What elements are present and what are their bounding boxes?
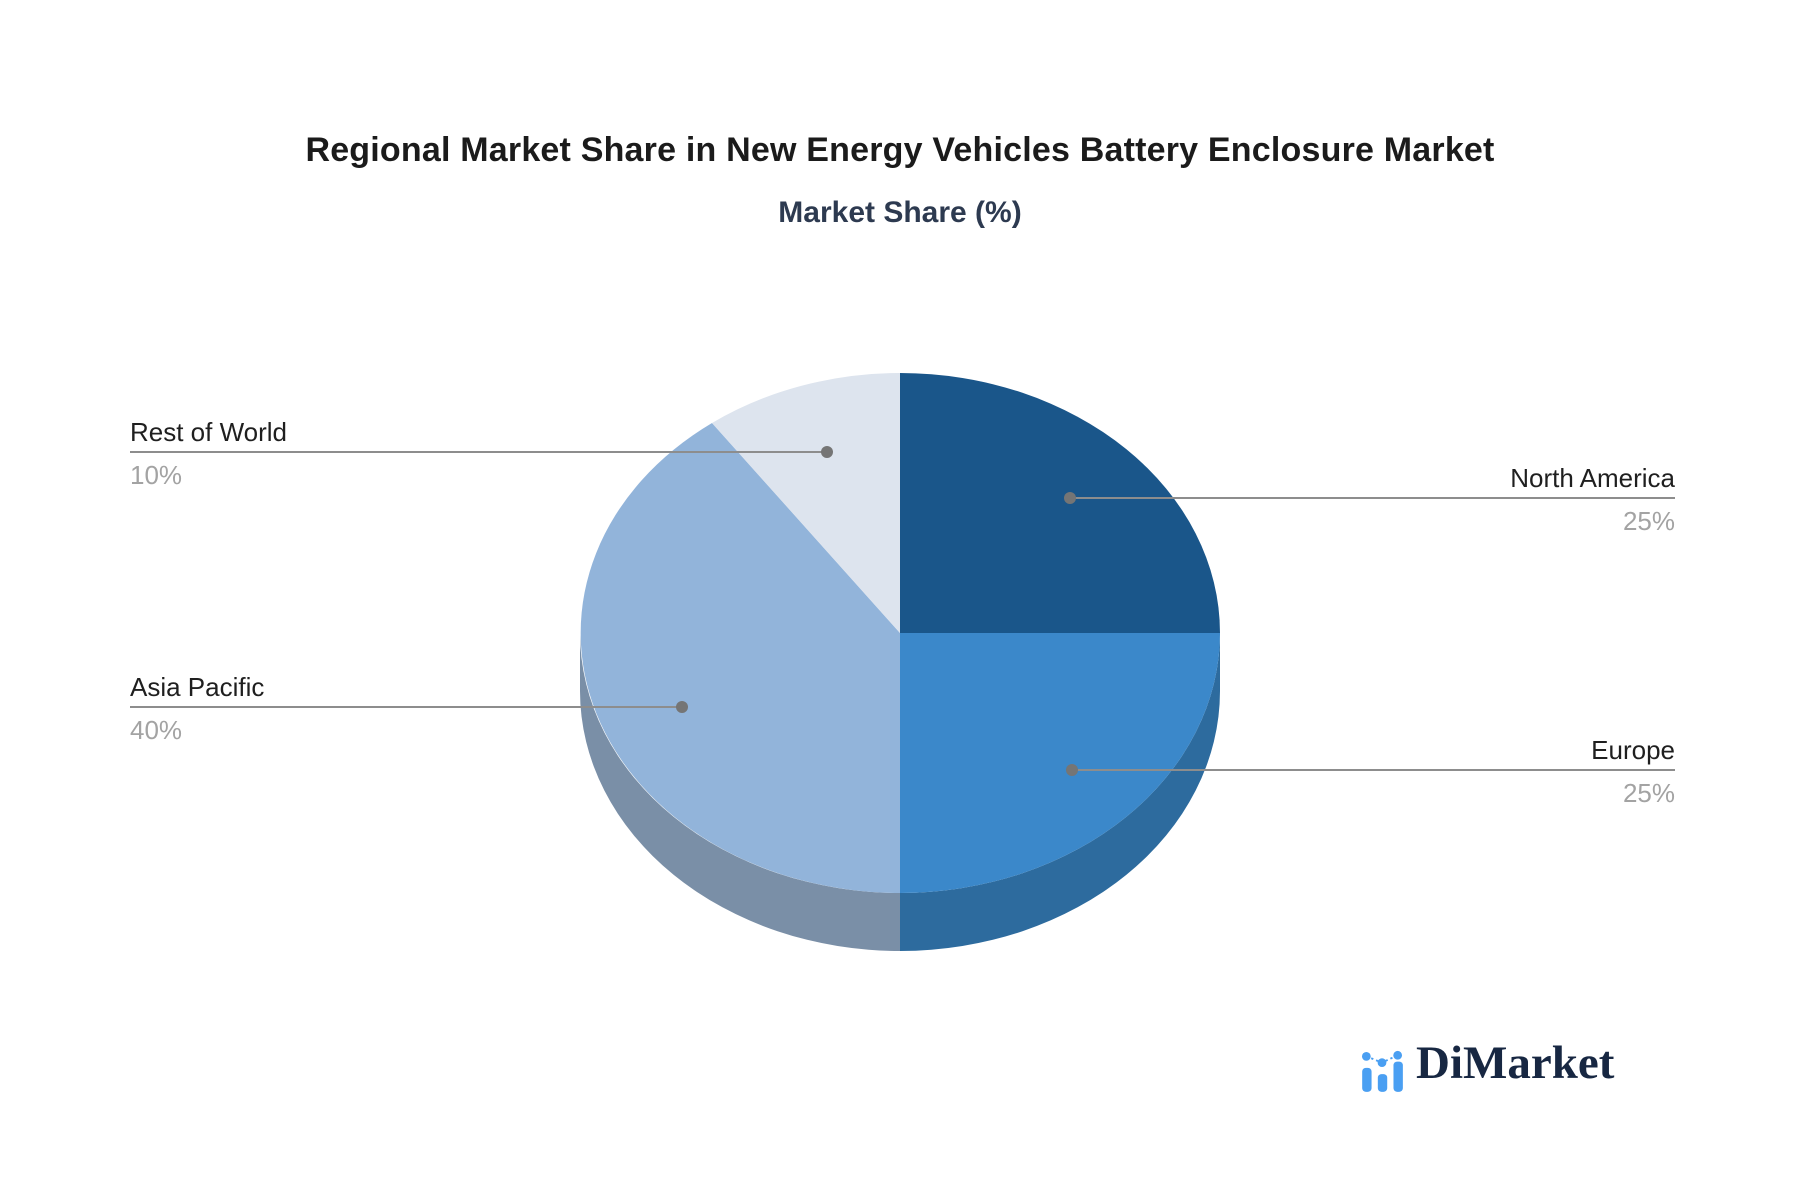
chart-title: Regional Market Share in New Energy Vehi… — [305, 131, 1495, 169]
label-rest-of-world: Rest of World — [130, 417, 288, 447]
chart-subtitle: Market Share (%) — [778, 196, 1022, 229]
callout-dot-rest-of-world — [821, 446, 833, 458]
pie-slice-asia-pacific — [580, 423, 900, 893]
brand-logo: DiMarket — [1358, 1040, 1614, 1096]
callout-dot-asia-pacific — [676, 701, 688, 713]
pie-rim-europe — [900, 633, 1220, 951]
pie-slice-europe — [900, 633, 1220, 893]
label-asia-pacific: Asia Pacific — [130, 672, 265, 702]
pie-slice-rest-of-world — [712, 373, 900, 633]
label-europe: Europe — [1591, 735, 1675, 765]
callout-dot-europe — [1066, 764, 1078, 776]
brand-name: DiMarket — [1416, 1037, 1615, 1089]
value-rest-of-world: 10% — [130, 460, 183, 490]
pie-slice-north-america — [900, 373, 1220, 633]
bar-chart-logo-icon — [1361, 1050, 1403, 1092]
pie-rim-asia-pacific — [580, 633, 900, 951]
callout-dot-north-america — [1064, 492, 1076, 504]
value-north-america: 25% — [1622, 506, 1675, 536]
value-asia-pacific: 40% — [130, 715, 183, 745]
label-north-america: North America — [1510, 463, 1675, 493]
value-europe: 25% — [1622, 778, 1675, 808]
